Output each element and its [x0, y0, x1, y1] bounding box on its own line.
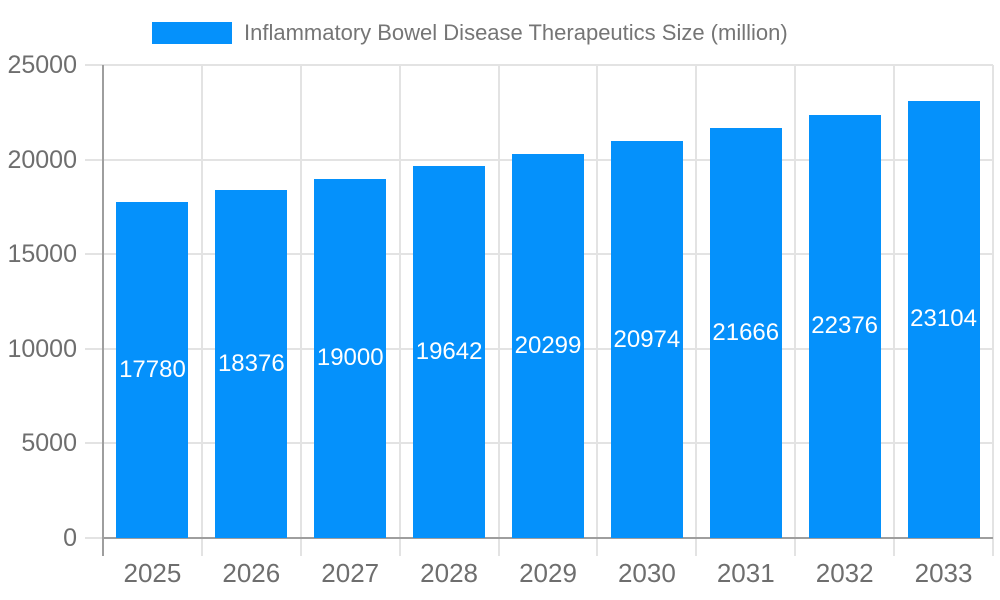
y-gridline — [85, 64, 993, 66]
bar-value-label: 17780 — [119, 355, 186, 383]
bar-value-label: 21666 — [712, 319, 780, 347]
x-gridline — [398, 65, 401, 556]
y-axis-line — [102, 65, 104, 556]
bar[interactable] — [215, 190, 288, 538]
bar[interactable] — [314, 178, 387, 538]
y-tick-label: 0 — [63, 524, 77, 552]
x-tick-label: 2027 — [321, 558, 380, 588]
y-tick-label: 25000 — [7, 51, 77, 79]
bar-value-label: 20299 — [514, 331, 582, 359]
bar[interactable] — [413, 166, 486, 538]
chart-legend[interactable]: Inflammatory Bowel Disease Therapeutics … — [152, 22, 788, 44]
x-tick-label: 2033 — [914, 558, 973, 588]
x-gridline — [596, 65, 599, 556]
y-tick-label: 20000 — [7, 145, 77, 174]
x-tick-label: 2030 — [617, 558, 676, 588]
x-tick-label: 2028 — [420, 558, 479, 588]
bar[interactable] — [808, 114, 881, 538]
bar[interactable] — [610, 141, 683, 538]
x-gridline — [695, 65, 698, 556]
x-tick-label: 2031 — [716, 558, 775, 588]
y-tick-label: 15000 — [7, 240, 77, 269]
x-gridline — [992, 65, 994, 556]
bar-value-label: 19642 — [415, 338, 483, 366]
bar-value-label: 22376 — [811, 312, 879, 340]
y-tick-label: 10000 — [7, 334, 77, 363]
bar-value-label: 20974 — [613, 325, 681, 353]
bar[interactable] — [512, 153, 584, 538]
legend-swatch — [152, 22, 232, 44]
x-axis-line — [103, 537, 993, 539]
bar[interactable] — [709, 128, 782, 538]
bar-value-label: 18376 — [217, 350, 285, 378]
x-gridline — [794, 65, 797, 556]
bar-value-label: 23104 — [910, 305, 977, 333]
x-gridline — [200, 65, 203, 556]
bar-value-label: 19000 — [316, 344, 384, 372]
x-gridline — [893, 65, 896, 556]
x-tick-label: 2032 — [815, 558, 874, 588]
bar[interactable] — [116, 201, 189, 538]
x-tick-label: 2025 — [123, 558, 182, 588]
x-gridline — [497, 65, 500, 556]
bar[interactable] — [907, 100, 980, 538]
legend-label: Inflammatory Bowel Disease Therapeutics … — [244, 20, 788, 45]
y-tick-label: 5000 — [21, 429, 77, 458]
x-tick-label: 2026 — [222, 558, 281, 588]
x-tick-label: 2029 — [519, 558, 577, 588]
x-gridline — [299, 65, 302, 556]
